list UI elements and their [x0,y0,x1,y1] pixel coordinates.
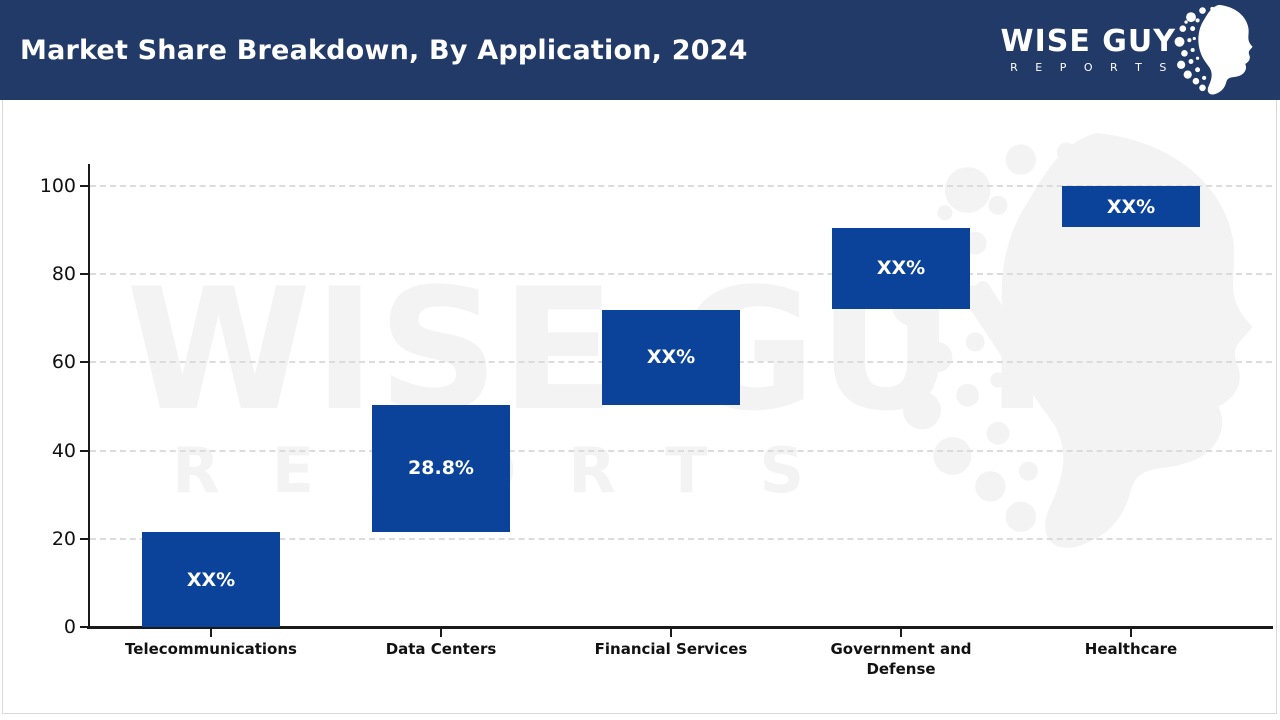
x-tick-mark [670,629,672,637]
y-axis-spine [88,164,90,629]
x-axis-label-healthcare: Healthcare [1016,639,1246,659]
bar-healthcare: XX% [1062,186,1200,227]
y-tick-mark [80,273,89,276]
x-axis-spine [87,626,1273,629]
bar-value-label: 28.8% [408,457,474,480]
gridline [90,537,1272,540]
x-axis-label-line: Healthcare [1084,640,1178,658]
y-tick-mark [80,537,89,540]
x-axis-label-line: Telecommunications [125,640,297,658]
chart-border-frame [2,100,1277,714]
bar-value-label: XX% [646,346,696,369]
chart-title: Market Share Breakdown, By Application, … [20,34,748,66]
x-axis-label-data-centers: Data Centers [326,639,556,659]
y-tick-label: 0 [63,616,76,638]
x-axis-label-telecommunications: Telecommunications [96,639,326,659]
x-axis-label-line: Government and [830,640,972,658]
y-tick-label: 80 [51,263,76,286]
x-axis-label-government-and-defense: Government and Defense [786,639,1016,679]
y-tick-mark [80,626,89,628]
x-tick-mark [900,629,902,637]
x-axis-label-line: Defense [866,660,936,678]
gridline [90,449,1272,452]
bar-financial-services: XX% [602,309,740,405]
header-bar: Market Share Breakdown, By Application, … [0,0,1280,100]
y-tick-label: 20 [51,527,76,550]
y-tick-label: 100 [39,175,76,197]
y-tick-mark [80,449,89,452]
bar-telecommunications: XX% [142,532,280,627]
bar-value-label: XX% [1106,195,1156,218]
x-tick-mark [440,629,442,637]
logo-text: WISE GUY R E P O R T S [1000,23,1176,74]
y-tick-label: 40 [51,439,76,462]
logo-subtext: R E P O R T S [1010,60,1174,74]
gridline [90,185,1272,187]
x-axis-label-financial-services: Financial Services [556,639,786,659]
x-tick-mark [1130,629,1132,637]
bar-value-label: XX% [186,568,236,591]
wise-guy-logo: WISE GUY R E P O R T S [1000,4,1258,96]
gridline [90,273,1272,276]
bar-government-and-defense: XX% [832,227,970,310]
y-tick-mark [80,361,89,364]
y-tick-mark [80,185,89,187]
logo-wordmark: WISE GUY [1000,23,1176,59]
y-tick-label: 60 [51,351,76,374]
x-tick-mark [210,629,212,637]
logo-face-icon [1174,4,1253,95]
x-axis-label-line: Data Centers [385,640,497,658]
bar-data-centers: 28.8% [372,404,510,532]
bar-value-label: XX% [876,257,926,280]
x-axis-label-line: Financial Services [594,640,748,658]
